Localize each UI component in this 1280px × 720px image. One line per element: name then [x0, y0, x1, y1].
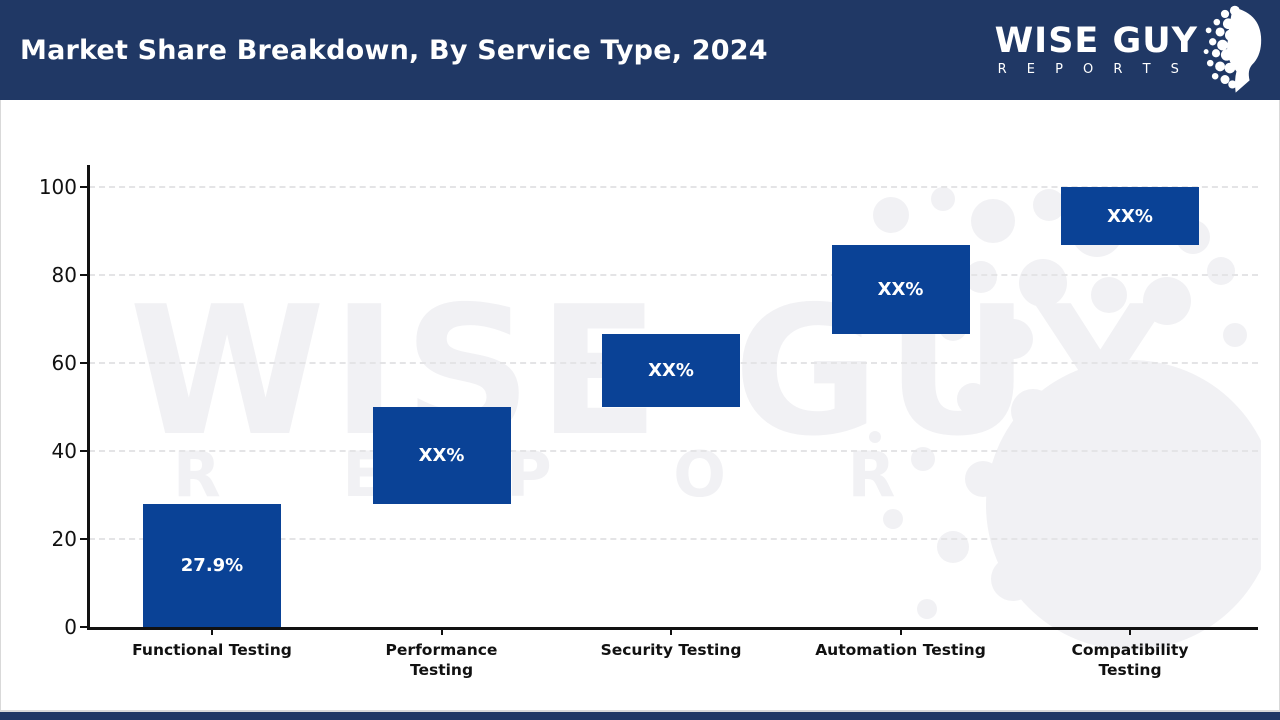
gridline [89, 538, 1258, 540]
y-tick-mark [80, 626, 89, 628]
x-tick-mark [670, 629, 672, 635]
y-tick-label: 100 [38, 175, 77, 199]
bar-value-label: XX% [1107, 205, 1153, 227]
x-tick-mark [440, 629, 443, 635]
plot-area: 0 20 40 60 80 100 27.9% Functional Testing XX% Pe… [1, 100, 1279, 710]
x-tick-label: Compatibility Testing [1071, 641, 1189, 679]
header: Market Share Breakdown, By Service Type,… [0, 0, 1280, 100]
y-tick-label: 80 [51, 263, 77, 287]
chart-bar: 27.9% [143, 504, 281, 627]
chart-canvas: WISE GUY R E P O R T S [0, 100, 1280, 710]
y-tick-mark [80, 538, 89, 540]
chart-bar: XX% [831, 245, 970, 334]
chart-bar: XX% [1061, 187, 1199, 246]
brand-name: WISE GUY [994, 20, 1198, 61]
footer-bar [0, 712, 1280, 720]
x-tick-mark [1129, 629, 1131, 635]
x-tick-label: Performance Testing [385, 641, 498, 679]
chart-bar: XX% [372, 407, 511, 505]
x-tick-mark [899, 629, 902, 635]
chart-bar: XX% [602, 333, 740, 407]
x-tick-label: Security Testing [600, 641, 742, 659]
gridline [89, 274, 1258, 276]
y-tick-mark [80, 362, 89, 364]
y-tick-mark [80, 274, 89, 276]
bar-value-label: 27.9% [180, 555, 244, 577]
y-tick-label: 60 [51, 351, 77, 375]
gridline [89, 186, 1258, 188]
bar-value-label: XX% [877, 279, 924, 301]
head-profile-dots-icon [1203, 5, 1262, 93]
brand-subtitle: R E P O R T S [997, 61, 1187, 77]
x-axis [87, 627, 1258, 630]
x-tick-mark [211, 629, 213, 635]
y-tick-mark [80, 450, 89, 452]
footer-divider [0, 710, 1280, 712]
bar-value-label: XX% [648, 359, 694, 381]
y-tick-label: 20 [51, 527, 77, 551]
y-tick-label: 0 [64, 615, 77, 639]
bar-value-label: XX% [418, 445, 465, 467]
brand-logo-text: WISE GUY R E P O R T S [994, 20, 1198, 77]
x-tick-label: Functional Testing [132, 641, 292, 659]
brand-logo: WISE GUY R E P O R T S [995, 4, 1280, 96]
y-axis [87, 165, 90, 630]
gridline [89, 450, 1258, 452]
y-tick-mark [80, 186, 89, 188]
y-tick-label: 40 [51, 439, 77, 463]
page-title: Market Share Breakdown, By Service Type,… [20, 34, 768, 66]
x-tick-label: Automation Testing [815, 641, 986, 659]
watermark-head-dots [869, 187, 1261, 650]
